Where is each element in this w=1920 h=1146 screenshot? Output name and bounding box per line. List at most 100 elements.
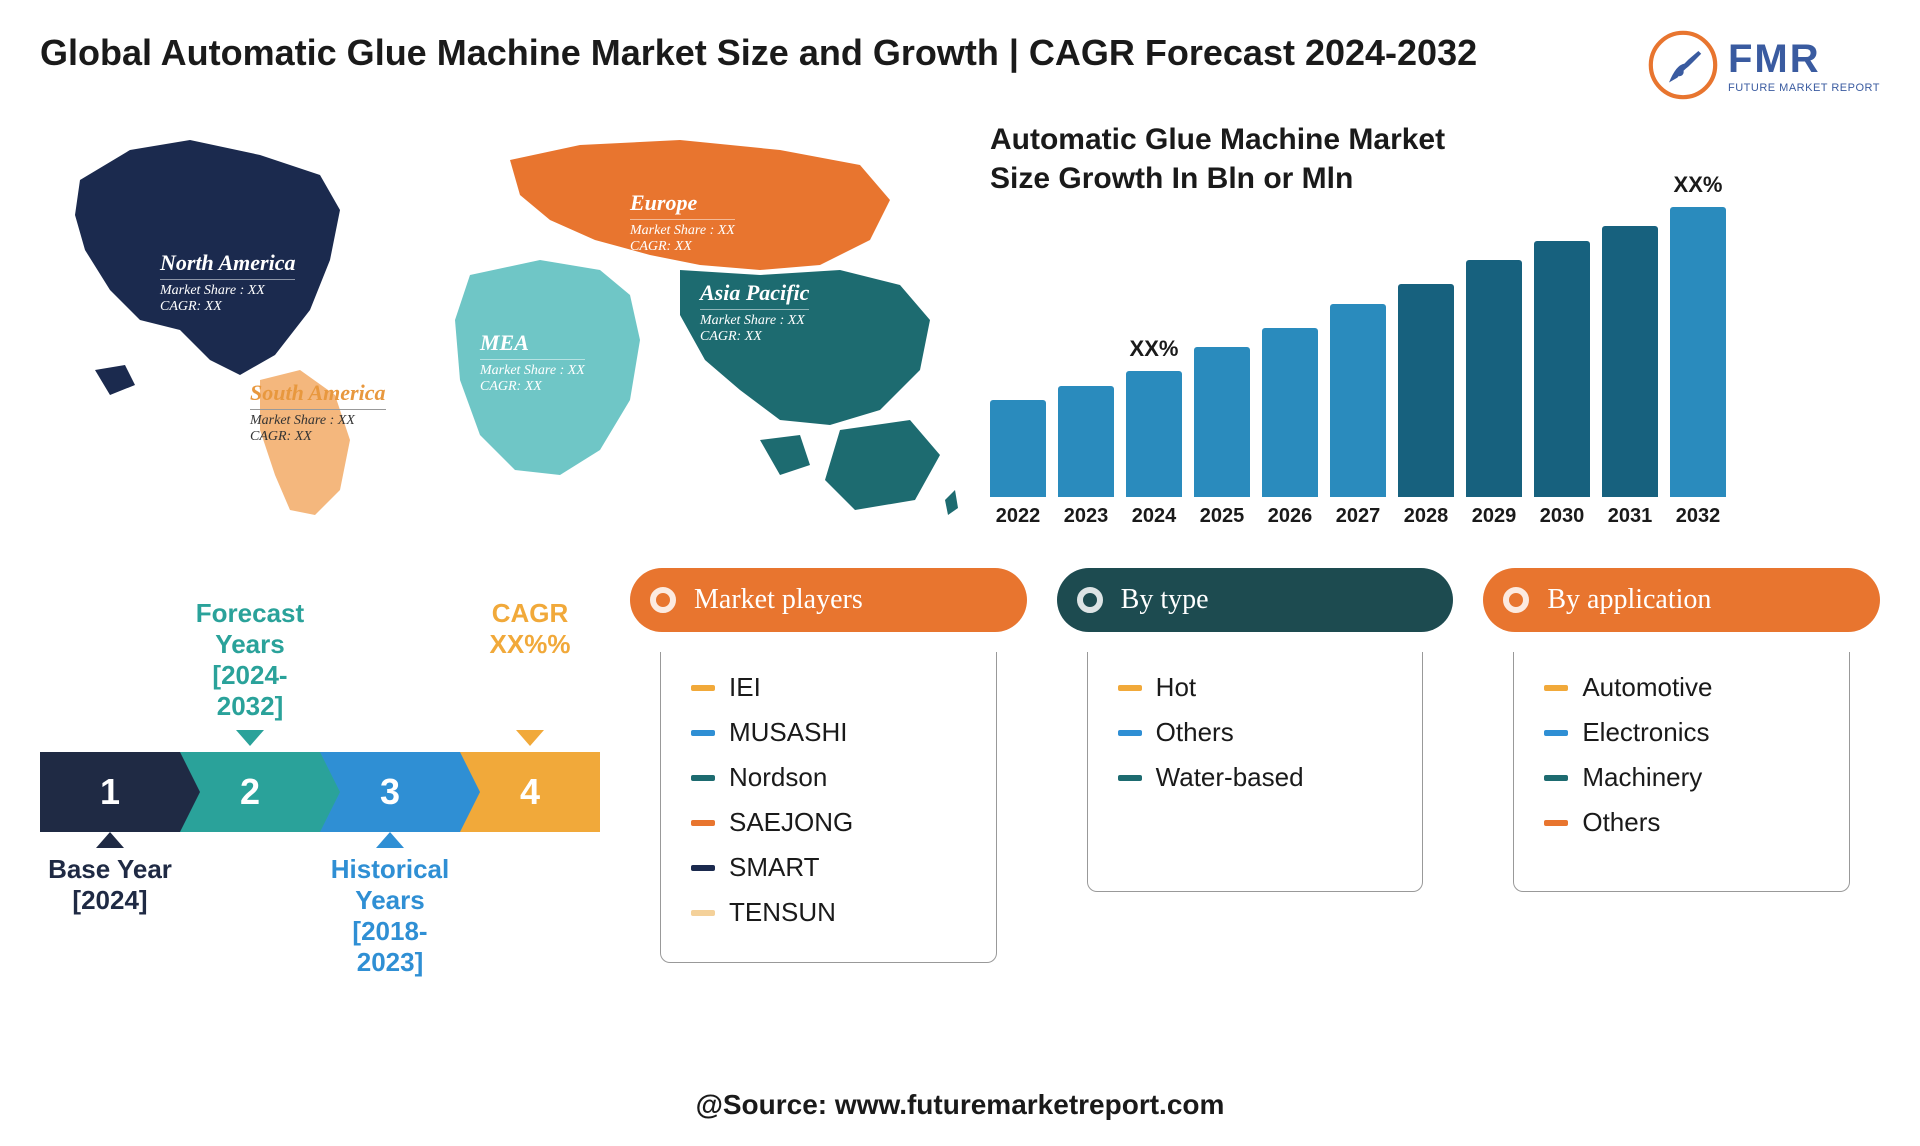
timeline-seg-1: 1 [40,752,180,832]
pill-label: By application [1547,584,1711,616]
segment-column-0: Market players IEIMUSASHINordsonSAEJONGS… [630,568,1027,963]
timeline-seg-2: 2 [180,752,320,832]
bar-year-label: 2030 [1540,505,1585,528]
bar-rect [1058,386,1114,497]
arrow-down-icon [516,730,544,746]
dash-icon [1544,730,1568,736]
timeline-seg-3: 3 [320,752,460,832]
list-item-text: SAEJONG [729,807,853,838]
arrow-down-icon [236,730,264,746]
bracket-box: IEIMUSASHINordsonSAEJONGSMARTTENSUN [660,652,997,963]
arrow-up-icon [376,832,404,848]
dash-icon [691,865,715,871]
pill-dot-icon [1077,587,1103,613]
timeline-seg-4: 4 [460,752,600,832]
bar-year-label: 2025 [1200,505,1245,528]
logo-icon [1648,30,1718,100]
region-label-sa: South America Market Share : XX CAGR: XX [250,380,386,445]
pill-header: By type [1057,568,1454,632]
region-name: MEA [480,330,585,356]
list-item: Others [1118,717,1403,748]
bar-rect [1602,226,1658,497]
list-item: Electronics [1544,717,1829,748]
region-stat: CAGR: XX [250,429,386,445]
dash-icon [1118,775,1142,781]
bar-2025: 2025 [1194,347,1250,528]
region-stat: CAGR: XX [480,379,585,395]
bar-annotation: XX% [1130,336,1179,362]
dash-icon [1544,775,1568,781]
dash-icon [691,910,715,916]
segment-column-2: By application Automotive Electronics Mach… [1483,568,1880,963]
dash-icon [1544,820,1568,826]
bar-rect [1398,284,1454,497]
logo-text-main: FMR [1728,37,1880,82]
header: Global Automatic Glue Machine Market Siz… [40,30,1880,100]
list-item: Nordson [691,762,976,793]
bar-year-label: 2027 [1336,505,1381,528]
tl-label-top: CAGRXX%% [460,598,600,660]
bar-rect [1330,304,1386,497]
bar-2031: 2031 [1602,226,1658,528]
list-item: Water-based [1118,762,1403,793]
bar-rect [1670,207,1726,497]
pill-dot-icon [650,587,676,613]
bar-year-label: 2024 [1132,505,1177,528]
bar-rect [990,400,1046,497]
region-name: South America [250,380,386,406]
list-item-text: Others [1582,807,1660,838]
bar-rect [1262,328,1318,497]
pill-header: Market players [630,568,1027,632]
list-item: TENSUN [691,897,976,928]
bar-2023: 2023 [1058,386,1114,528]
list-item: Hot [1118,672,1403,703]
list-item: MUSASHI [691,717,976,748]
list-item: Machinery [1544,762,1829,793]
region-label-na: North America Market Share : XX CAGR: XX [160,250,295,315]
world-map: North America Market Share : XX CAGR: XX… [40,120,960,520]
tl-label-bottom: Historical Years[2018-2023] [320,854,460,978]
bar-year-label: 2031 [1608,505,1653,528]
list-item-text: Machinery [1582,762,1702,793]
region-name: Asia Pacific [700,280,809,306]
bar-year-label: 2023 [1064,505,1109,528]
list-item-text: Water-based [1156,762,1304,793]
region-stat: Market Share : XX [250,409,386,429]
list-item-text: Others [1156,717,1234,748]
dash-icon [1118,730,1142,736]
list-item-text: Electronics [1582,717,1709,748]
region-nz [945,490,958,515]
bar-year-label: 2029 [1472,505,1517,528]
pill-dot-icon [1503,587,1529,613]
region-stat: CAGR: XX [160,299,295,315]
bar-2022: 2022 [990,400,1046,528]
bar-2030: 2030 [1534,241,1590,528]
pill-header: By application [1483,568,1880,632]
page-title: Global Automatic Glue Machine Market Siz… [40,30,1477,77]
chart-title: Automatic Glue Machine Market Size Growt… [990,120,1470,198]
bar-2028: 2028 [1398,284,1454,528]
bar-year-label: 2026 [1268,505,1313,528]
logo-text-sub: FUTURE MARKET REPORT [1728,82,1880,94]
bar-year-label: 2022 [996,505,1041,528]
tl-label-bottom: Base Year[2024] [40,854,180,916]
region-label-mea: MEA Market Share : XX CAGR: XX [480,330,585,395]
region-label-eu: Europe Market Share : XX CAGR: XX [630,190,735,255]
bar-rect [1126,371,1182,497]
region-stat: Market Share : XX [480,359,585,379]
list-item: IEI [691,672,976,703]
dash-icon [691,730,715,736]
bracket-box: Automotive Electronics Machinery Others [1513,652,1850,892]
region-label-ap: Asia Pacific Market Share : XX CAGR: XX [700,280,809,345]
list-item-text: IEI [729,672,761,703]
region-stat: Market Share : XX [700,309,809,329]
list-item-text: TENSUN [729,897,836,928]
tl-label-top: Forecast Years[2024-2032] [180,598,320,722]
bar-rect [1194,347,1250,497]
arrow-up-icon [96,832,124,848]
dash-icon [691,820,715,826]
bar-year-label: 2032 [1676,505,1721,528]
list-item: Automotive [1544,672,1829,703]
bar-2026: 2026 [1262,328,1318,528]
region-name: Europe [630,190,735,216]
